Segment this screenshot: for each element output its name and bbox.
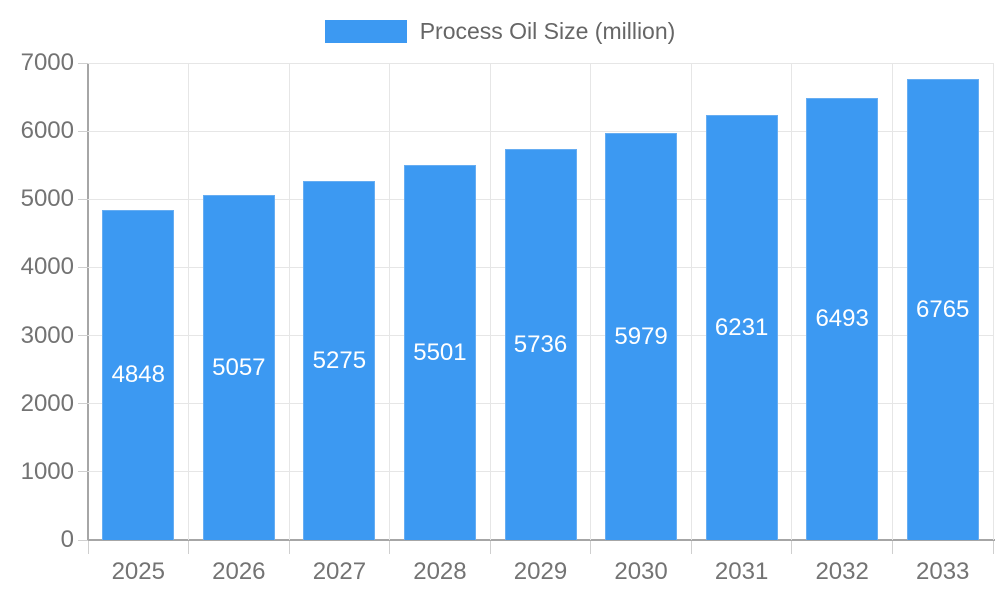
bar-value-label: 5057 bbox=[212, 354, 266, 382]
y-axis-line bbox=[87, 63, 89, 540]
y-tick bbox=[78, 539, 88, 541]
bar: 5736 bbox=[504, 149, 577, 540]
x-tick bbox=[389, 541, 391, 554]
x-axis-label: 2031 bbox=[714, 558, 769, 585]
x-axis-line bbox=[87, 539, 995, 541]
x-tick bbox=[891, 541, 893, 554]
h-gridline bbox=[88, 62, 993, 64]
x-axis-label: 2030 bbox=[614, 558, 668, 585]
bar-value-label: 5736 bbox=[513, 331, 568, 359]
x-axis-label: 2033 bbox=[916, 558, 970, 585]
h-gridline bbox=[88, 130, 993, 132]
bar-value-label: 6765 bbox=[916, 296, 970, 323]
bar: 6765 bbox=[906, 79, 979, 540]
v-gridline bbox=[690, 63, 692, 540]
bar-value-label: 5501 bbox=[413, 339, 467, 367]
y-tick bbox=[78, 335, 88, 337]
x-tick bbox=[992, 541, 994, 554]
y-axis-label: 0 bbox=[60, 526, 74, 553]
y-tick bbox=[78, 266, 88, 268]
bar: 6231 bbox=[705, 115, 778, 540]
y-axis-label: 5000 bbox=[20, 185, 74, 213]
bar: 5501 bbox=[403, 165, 476, 540]
y-axis-label: 2000 bbox=[20, 389, 74, 417]
bar: 5979 bbox=[605, 132, 678, 540]
y-tick bbox=[78, 403, 88, 405]
x-tick bbox=[87, 541, 89, 554]
x-axis-label: 2029 bbox=[513, 558, 568, 585]
y-tick bbox=[78, 198, 88, 200]
bar: 5057 bbox=[202, 195, 275, 540]
legend-label: Process Oil Size (million) bbox=[419, 18, 676, 44]
bar: 5275 bbox=[303, 180, 376, 540]
v-gridline bbox=[188, 63, 190, 540]
x-axis-label: 2032 bbox=[815, 558, 869, 585]
y-axis-label: 3000 bbox=[20, 321, 74, 349]
x-axis-label: 2025 bbox=[111, 558, 165, 585]
v-gridline bbox=[791, 63, 793, 540]
v-gridline bbox=[590, 63, 592, 540]
x-tick bbox=[590, 541, 592, 554]
y-tick bbox=[78, 471, 88, 473]
v-gridline bbox=[489, 63, 491, 540]
v-gridline bbox=[891, 63, 893, 540]
bar: 6493 bbox=[806, 97, 879, 540]
y-axis-label: 7000 bbox=[20, 49, 74, 76]
x-axis-label: 2027 bbox=[312, 558, 367, 585]
v-gridline bbox=[992, 63, 994, 540]
y-axis-label: 6000 bbox=[20, 117, 74, 145]
plot-area: 4848 5057 5275 5501 5736 5979 6231 6493 6765 bbox=[88, 62, 994, 540]
x-tick bbox=[489, 541, 491, 554]
x-tick bbox=[188, 541, 190, 554]
v-gridline bbox=[389, 63, 391, 540]
x-axis-label: 2026 bbox=[212, 558, 266, 585]
y-axis-label: 4000 bbox=[20, 253, 74, 281]
bar-value-label: 6493 bbox=[815, 305, 869, 333]
x-axis-label: 2028 bbox=[413, 558, 467, 585]
bar: 4848 bbox=[102, 209, 175, 540]
bar-value-label: 5275 bbox=[312, 346, 367, 374]
bar-value-label: 4848 bbox=[111, 361, 165, 389]
v-gridline bbox=[288, 63, 290, 540]
x-tick bbox=[791, 541, 793, 554]
y-tick bbox=[78, 62, 88, 64]
y-tick bbox=[78, 130, 88, 132]
legend-swatch bbox=[324, 20, 407, 43]
legend: Process Oil Size (million) bbox=[0, 20, 1000, 43]
x-tick bbox=[690, 541, 692, 554]
x-tick bbox=[288, 541, 290, 554]
y-axis-label: 1000 bbox=[20, 457, 74, 485]
bar-value-label: 6231 bbox=[714, 314, 769, 342]
bar-value-label: 5979 bbox=[614, 322, 668, 350]
